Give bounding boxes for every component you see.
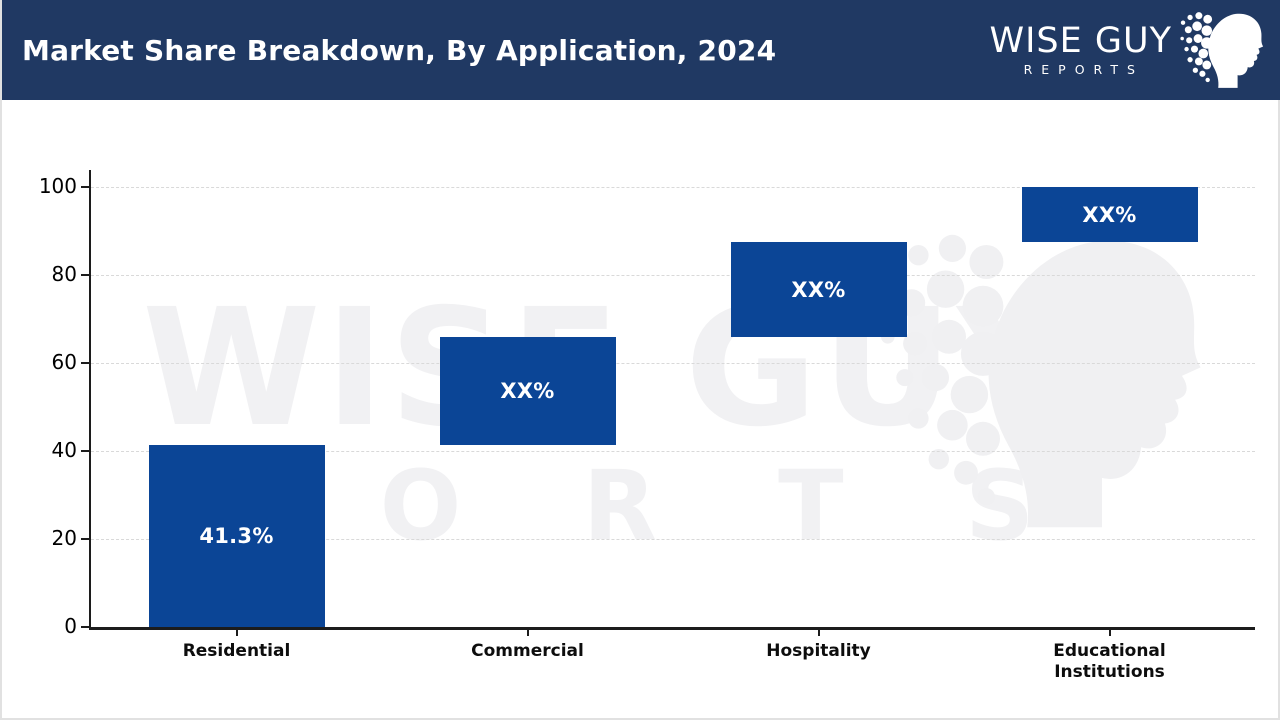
y-axis-line xyxy=(89,170,91,629)
wiseguy-face-icon xyxy=(1180,12,1264,88)
bar-value-label: XX% xyxy=(500,379,555,404)
bar-value-label: XX% xyxy=(1082,202,1137,227)
page-title: Market Share Breakdown, By Application, … xyxy=(22,33,777,67)
ytick-label: 0 xyxy=(64,614,77,638)
ytick-label: 20 xyxy=(51,526,77,550)
category-label: Residential xyxy=(182,641,291,661)
logo-brand-name: WISE GUY xyxy=(989,20,1172,61)
category-label: Educational Institutions xyxy=(1053,641,1166,683)
ytick-label: 40 xyxy=(51,438,77,462)
gridline xyxy=(91,539,1255,540)
y-tick xyxy=(81,186,89,188)
bar-segment: 41.3% xyxy=(148,445,325,627)
ytick-label: 60 xyxy=(51,350,77,374)
gridline xyxy=(91,187,1255,188)
bar-segment: XX% xyxy=(1021,187,1198,242)
y-tick xyxy=(81,450,89,452)
x-tick xyxy=(817,629,820,636)
x-axis-line xyxy=(89,627,1255,630)
x-tick xyxy=(1108,629,1111,636)
bar-value-label: 41.3% xyxy=(199,524,274,549)
y-tick xyxy=(81,274,89,276)
ytick-label: 80 xyxy=(51,262,77,286)
bar-segment: XX% xyxy=(439,337,616,446)
header-bar: Market Share Breakdown, By Application, … xyxy=(2,0,1280,100)
gridline xyxy=(91,363,1255,364)
ytick-label: 100 xyxy=(38,174,77,198)
x-tick xyxy=(235,629,238,636)
category-label: Hospitality xyxy=(766,641,871,661)
x-tick xyxy=(526,629,529,636)
y-tick xyxy=(81,362,89,364)
logo-brand-subtitle: REPORTS xyxy=(1023,61,1144,77)
category-label: Commercial xyxy=(471,641,584,661)
wiseguy-logo: WISE GUY REPORTS xyxy=(989,10,1264,90)
gridline xyxy=(91,275,1255,276)
y-tick xyxy=(81,538,89,540)
wiseguy-logo-text: WISE GUY REPORTS xyxy=(989,20,1172,77)
bar-segment: XX% xyxy=(730,242,907,338)
y-tick xyxy=(81,626,89,628)
gridline xyxy=(91,451,1255,452)
bar-value-label: XX% xyxy=(791,277,846,302)
plot-area: 0 20 40 60 80 100 41.3% Residential XX% Commercia… xyxy=(39,170,1255,682)
